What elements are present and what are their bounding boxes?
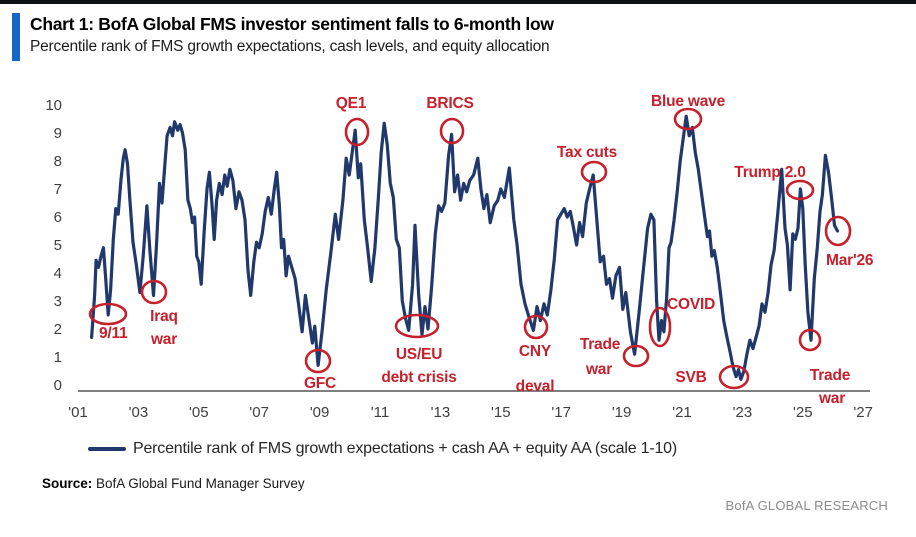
y-axis-tick-label: 7: [54, 181, 62, 198]
source-text: BofA Global Fund Manager Survey: [92, 476, 305, 491]
chart-subtitle: Percentile rank of FMS growth expectatio…: [30, 38, 550, 55]
annotation-circle: [648, 306, 672, 348]
annotation-label: debt crisis: [381, 369, 456, 386]
x-axis-tick-label: '23: [733, 404, 753, 421]
annotation-label: Trade: [580, 336, 621, 353]
annotation-label: Mar'26: [826, 252, 874, 269]
y-axis-tick-label: 8: [54, 153, 62, 170]
annotation-label: Tax cuts: [557, 144, 617, 161]
y-axis-tick-label: 5: [54, 237, 62, 254]
y-axis-tick-label: 2: [54, 321, 62, 338]
annotation-label: deval: [516, 378, 555, 395]
annotation-label: BRICS: [426, 95, 473, 112]
annotation-label: Iraq: [150, 308, 178, 325]
chart-legend: Percentile rank of FMS growth expectatio…: [88, 439, 677, 459]
x-axis-tick-label: '25: [793, 404, 813, 421]
annotation-label: QE1: [336, 95, 367, 112]
x-axis-tick-label: '01: [68, 404, 88, 421]
x-axis-tick-label: '09: [310, 404, 330, 421]
source-label: Source:: [42, 476, 93, 491]
x-axis-tick-label: '21: [672, 404, 692, 421]
annotation-circle: [394, 313, 440, 339]
annotation-circle: [88, 302, 128, 326]
annotation-circle: [798, 328, 822, 352]
top-border-bar: [0, 0, 916, 4]
y-axis-tick-label: 4: [54, 265, 62, 282]
source-line: Source: BofA Global Fund Manager Survey: [42, 476, 305, 491]
annotation-label: GFC: [304, 375, 336, 392]
annotation-circle: [344, 117, 370, 147]
legend-label: Percentile rank of FMS growth expectatio…: [133, 440, 678, 457]
annotation-circle: [718, 364, 750, 390]
annotation-circle: [622, 344, 650, 368]
annotation-label: war: [585, 361, 612, 378]
x-axis-tick-label: '07: [249, 404, 269, 421]
sentiment-series-line: [89, 114, 840, 381]
annotation-circle: [140, 279, 168, 305]
chart-header: Chart 1: BofA Global FMS investor sentim…: [30, 12, 890, 58]
y-axis-tick-label: 6: [54, 209, 62, 226]
bofa-global-research-brand: BofA GLOBAL RESEARCH: [725, 498, 888, 513]
y-axis-tick-label: 10: [45, 97, 62, 114]
x-axis-tick-label: '19: [612, 404, 632, 421]
annotation-label: war: [150, 331, 177, 348]
x-axis-tick-label: '13: [431, 404, 451, 421]
annotation-label: Trump 2.0: [734, 164, 805, 181]
y-axis-tick-label: 1: [54, 349, 62, 366]
x-axis-tick-label: '27: [853, 404, 873, 421]
annotation-circle: [785, 179, 815, 201]
x-axis-tick-label: '03: [129, 404, 149, 421]
title-accent-bar: [12, 13, 20, 61]
annotation-label: SVB: [675, 369, 706, 386]
y-axis-tick-label: 0: [54, 377, 62, 394]
annotation-circle: [439, 117, 465, 145]
chart-title: Chart 1: BofA Global FMS investor sentim…: [30, 14, 554, 34]
annotation-label: 9/11: [99, 325, 128, 342]
annotation-circle: [523, 314, 549, 340]
x-axis-tick-label: '05: [189, 404, 209, 421]
x-axis-tick-label: '15: [491, 404, 511, 421]
legend-line-swatch: [88, 447, 126, 451]
annotation-label: Blue wave: [651, 93, 726, 110]
x-axis-tick-label: '11: [371, 404, 389, 421]
annotation-circle: [580, 160, 608, 184]
annotation-label: war: [818, 390, 845, 407]
annotation-label: US/EU: [396, 346, 442, 363]
x-axis-tick-label: '17: [551, 404, 571, 421]
y-axis-tick-label: 3: [54, 293, 62, 310]
y-axis-tick-label: 9: [54, 125, 62, 142]
annotation-circle: [824, 215, 852, 247]
annotation-label: COVID: [667, 296, 715, 313]
annotation-label: CNY: [519, 343, 552, 360]
annotation-circle: [673, 107, 703, 131]
annotation-circle: [304, 348, 332, 374]
annotation-label: Trade: [810, 367, 851, 384]
